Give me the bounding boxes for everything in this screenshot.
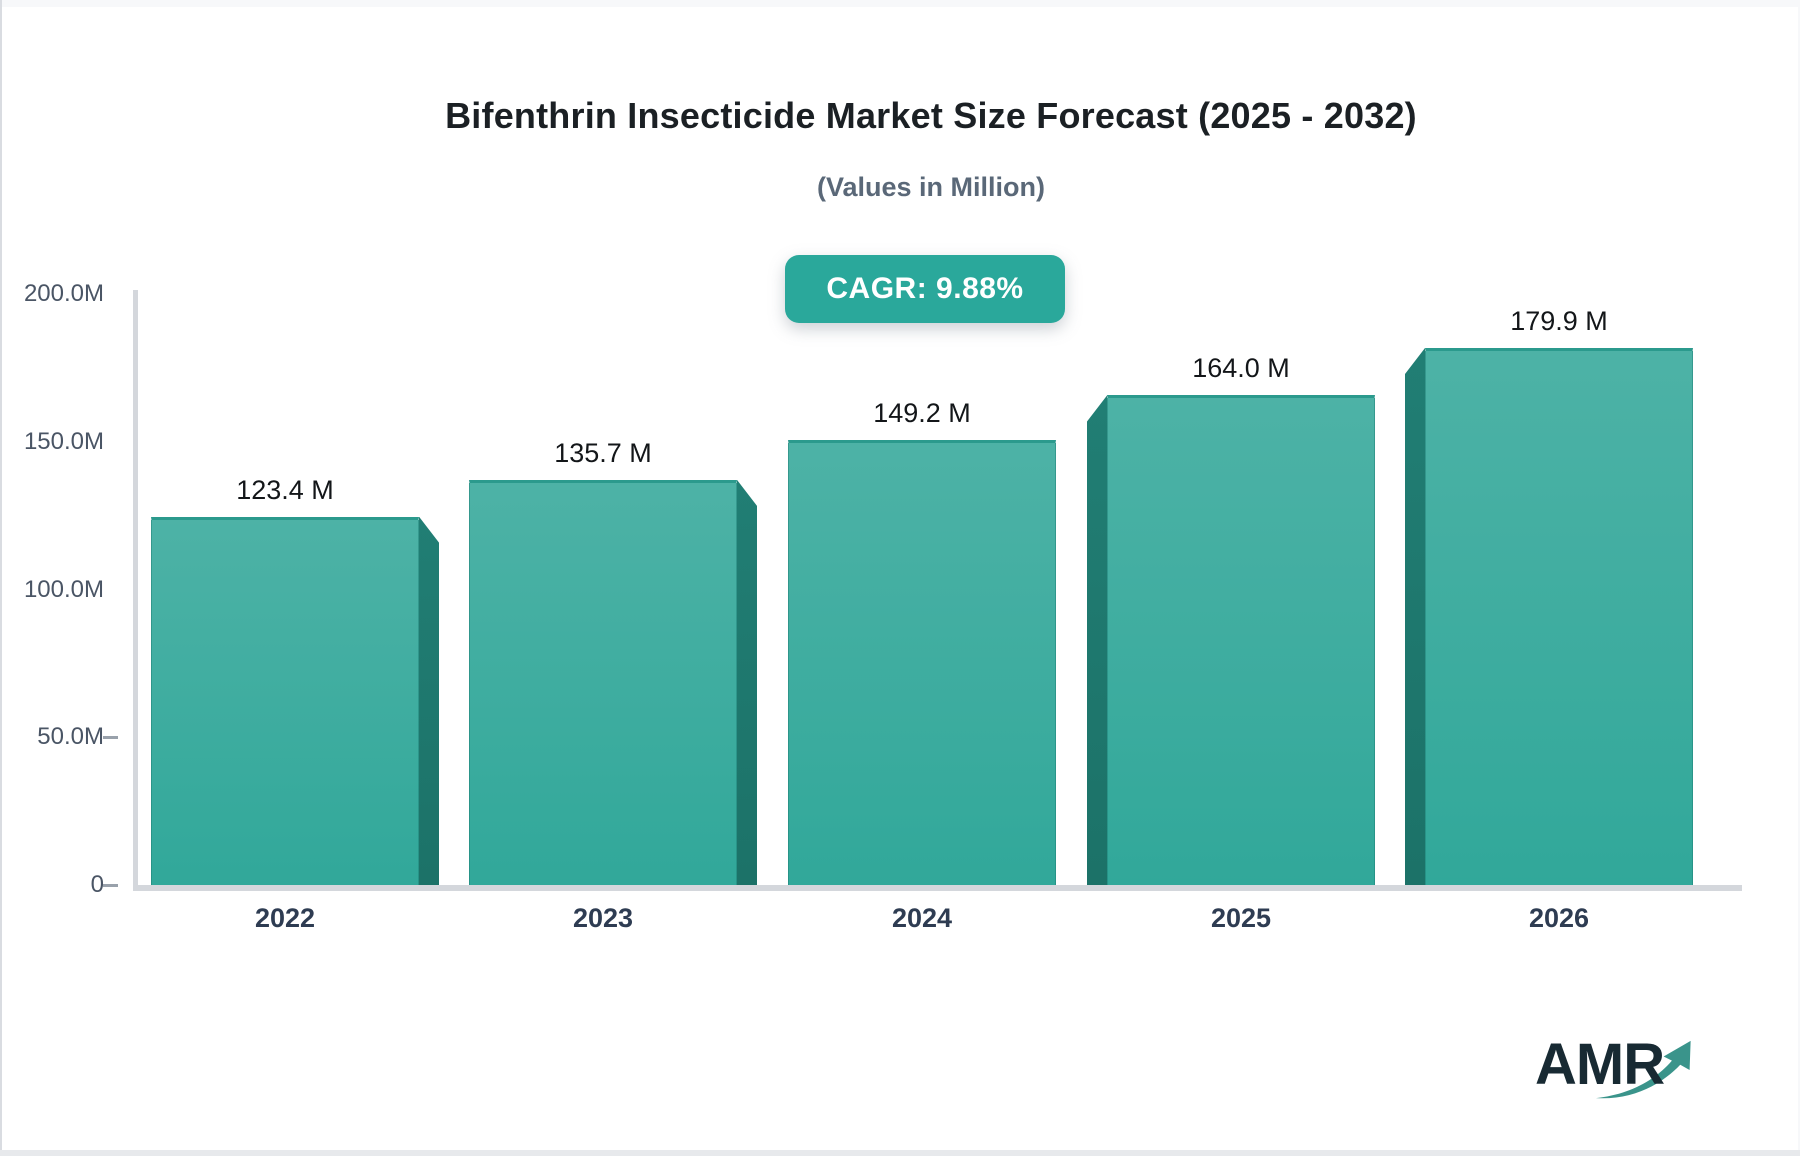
x-axis-label: 2022 bbox=[254, 903, 316, 933]
bar-2025[interactable] bbox=[1107, 395, 1375, 885]
x-axis-label: 2025 bbox=[1210, 903, 1272, 933]
y-axis-tick-mark bbox=[103, 736, 118, 740]
y-axis-tick-label: 50.0M bbox=[37, 723, 104, 751]
y-axis-tick-label: 200.0M bbox=[23, 280, 104, 307]
bar-value-label: 123.4 M bbox=[236, 474, 334, 505]
y-axis-tick-label: 100.0M bbox=[23, 575, 104, 603]
x-axis-label: 2023 bbox=[572, 903, 634, 933]
chart-subtitle: (Values in Million) bbox=[816, 172, 1046, 202]
bar-2026[interactable] bbox=[1425, 347, 1693, 885]
growth-arrow-icon bbox=[1596, 1040, 1691, 1099]
bar-2023[interactable] bbox=[469, 479, 737, 885]
y-axis-tick-label: 150.0M bbox=[23, 427, 104, 455]
bar-3d-edge-2026 bbox=[1405, 347, 1425, 885]
y-axis-tick-label: 0 bbox=[90, 871, 104, 898]
bar-value-label: 135.7 M bbox=[554, 437, 652, 468]
bar-value-label: 149.2 M bbox=[873, 397, 971, 428]
y-axis-tick-mark bbox=[103, 884, 118, 887]
left-edge-divider bbox=[0, 0, 2, 1156]
cagr-badge: CAGR: 9.88% bbox=[785, 255, 1065, 323]
bar-3d-edge-2023 bbox=[737, 479, 757, 885]
amr-logo-text: AMR bbox=[1535, 1032, 1665, 1097]
x-axis-label: 2024 bbox=[891, 903, 953, 933]
chart-title: Bifenthrin Insecticide Market Size Forec… bbox=[445, 95, 1417, 136]
amr-logo: AMR bbox=[1532, 1032, 1722, 1118]
y-axis-line bbox=[133, 290, 138, 890]
bar-3d-edge-2022 bbox=[419, 516, 439, 885]
bar-3d-edge-2025 bbox=[1087, 395, 1107, 885]
x-axis-line bbox=[133, 885, 1742, 891]
bar-2024[interactable] bbox=[788, 439, 1056, 885]
bar-2022[interactable] bbox=[151, 516, 419, 885]
bottom-edge-divider bbox=[0, 1150, 1800, 1156]
x-axis-label: 2026 bbox=[1528, 903, 1590, 933]
bar-value-label: 179.9 M bbox=[1510, 305, 1608, 336]
bar-value-label: 164.0 M bbox=[1192, 353, 1290, 384]
